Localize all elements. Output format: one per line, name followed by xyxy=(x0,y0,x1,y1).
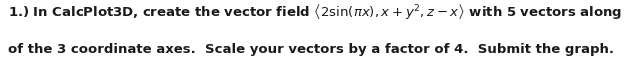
Text: of the 3 coordinate axes.  Scale your vectors by a factor of 4.  Submit the grap: of the 3 coordinate axes. Scale your vec… xyxy=(8,43,614,56)
Text: 1.) In CalcPlot3D, create the vector field $\left\langle 2\sin(\pi x),x+y^{2},z-: 1.) In CalcPlot3D, create the vector fie… xyxy=(8,2,624,21)
